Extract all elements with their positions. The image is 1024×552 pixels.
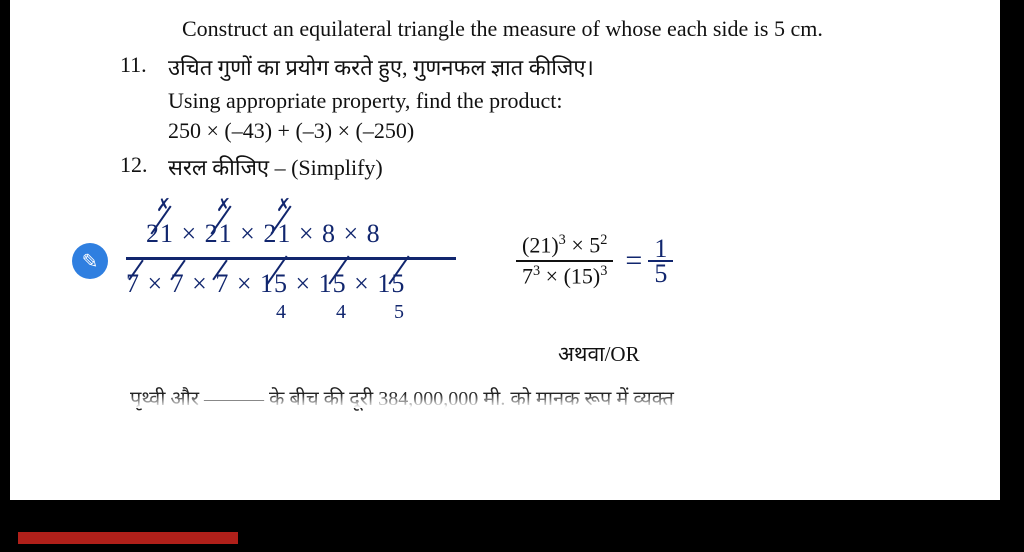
q12-row: 12. सरल कीजिए – (Simplify)	[120, 152, 950, 182]
exam-page: Construct an equilateral triangle the me…	[10, 0, 1000, 500]
hand-denominator: 7 × 7 × 7 × 15 × 15 × 15	[126, 269, 405, 299]
hand-numerator: 21 × 21 × 21 × 8 × 8	[146, 219, 381, 249]
cancel-result: 4	[276, 301, 286, 324]
edit-annotation-icon[interactable]: ✎	[72, 243, 108, 279]
q11-expression: 250 × (–43) + (–3) × (–250)	[168, 118, 950, 144]
cancel-result: 5	[394, 301, 404, 324]
handwritten-answer: = 1 5	[625, 237, 673, 286]
progress-indicator[interactable]	[18, 532, 238, 544]
q11-english: Using appropriate property, find the pro…	[168, 88, 950, 114]
q11-number: 11.	[120, 52, 168, 78]
printed-numerator: (21)3 × 52	[516, 233, 613, 262]
viewport: Construct an equilateral triangle the me…	[0, 0, 1024, 552]
handwritten-fraction: ✗ ✗ ✗ 21 × 21 × 21 × 8 × 8 7 × 7 × 7 × 1…	[126, 191, 486, 331]
printed-denominator: 73 × (15)3	[522, 262, 607, 289]
or-label: अथवा/OR	[558, 340, 950, 368]
printed-fraction: (21)3 × 52 73 × (15)3 = 1 5	[516, 211, 716, 311]
q11-hindi: उचित गुणों का प्रयोग करते हुए, गुणनफल ज्…	[168, 52, 594, 82]
q11-row: 11. उचित गुणों का प्रयोग करते हुए, गुणनफ…	[120, 52, 950, 82]
q12-body: ✎ ✗ ✗ ✗ 21 × 21 × 21 × 8 × 8 7 × 7 × 7 ×…	[120, 186, 950, 336]
player-bar	[0, 520, 1024, 552]
cutoff-text: पृथ्वी और ——— के बीच की दूरी 384,000,000…	[130, 384, 950, 411]
cancel-result: 4	[336, 301, 346, 324]
q12-number: 12.	[120, 152, 168, 178]
q12-hindi-english: सरल कीजिए – (Simplify)	[168, 152, 383, 182]
q10-english: Construct an equilateral triangle the me…	[182, 16, 950, 42]
